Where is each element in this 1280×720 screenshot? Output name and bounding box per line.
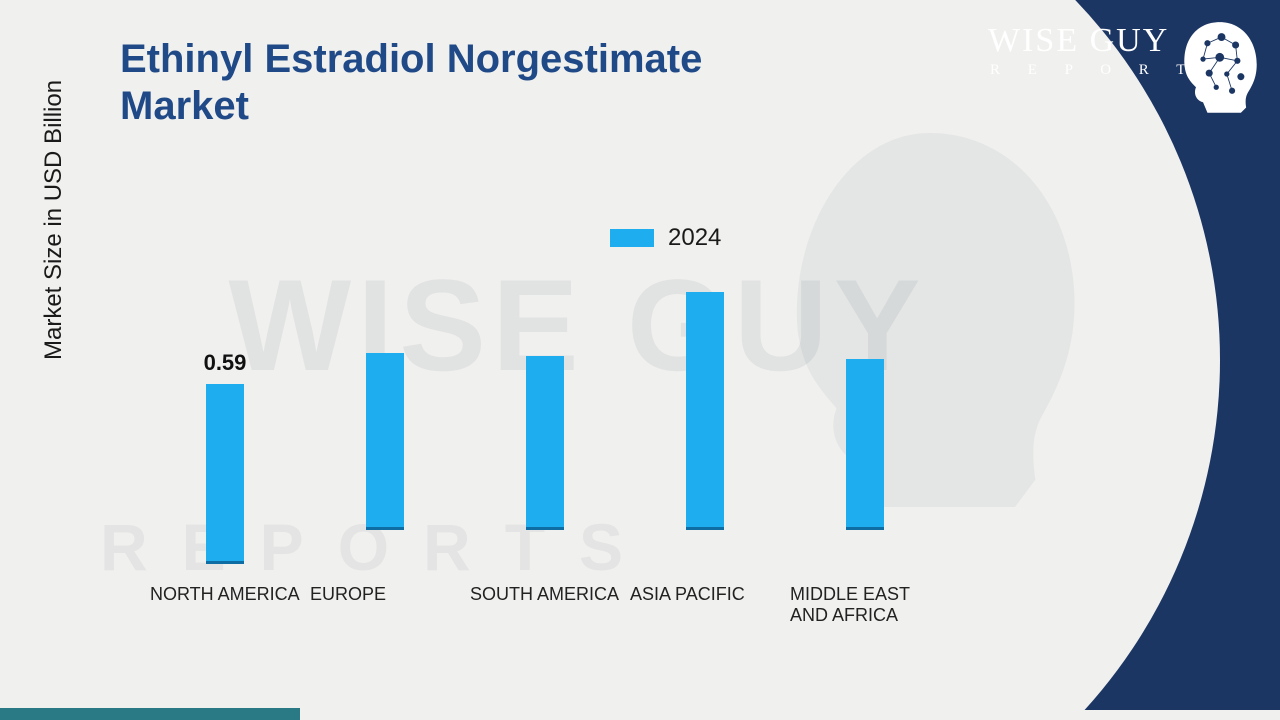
bar: [206, 384, 244, 564]
bar-column: [470, 356, 620, 570]
category-label: SOUTH AMERICA: [470, 584, 620, 605]
category-label: ASIA PACIFIC: [630, 584, 780, 605]
category-labels-row: NORTH AMERICA EUROPE SOUTH AMERICA ASIA PAC…: [150, 576, 980, 696]
bottom-strip: [0, 708, 300, 720]
category-label: NORTH AMERICA: [150, 584, 300, 605]
bar: [686, 292, 724, 530]
bar-value-label: 0.59: [150, 350, 300, 376]
chart-stage: WISE GUY REPORTS Ethinyl Estradiol Norge…: [0, 0, 1280, 720]
logo-head-icon: [1174, 18, 1262, 116]
category-label: EUROPE: [310, 584, 460, 605]
chart-title: Ethinyl Estradiol Norgestimate Market: [120, 36, 840, 130]
bar-column: [310, 353, 460, 570]
y-axis-label: Market Size in USD Billion: [40, 80, 68, 360]
bar-column: 0.59: [150, 350, 300, 570]
bar-chart: 0.59 NORTH AMERICAEUROPESOUTH AMERICAASI…: [100, 170, 980, 570]
bar: [526, 356, 564, 530]
category-label: MIDDLE EAST AND AFRICA: [790, 584, 940, 625]
bar-column: [790, 359, 940, 570]
bar-column: [630, 292, 780, 570]
brand-logo: WISE GUY R E P O R T S: [988, 22, 1258, 112]
bar: [366, 353, 404, 530]
bar: [846, 359, 884, 530]
